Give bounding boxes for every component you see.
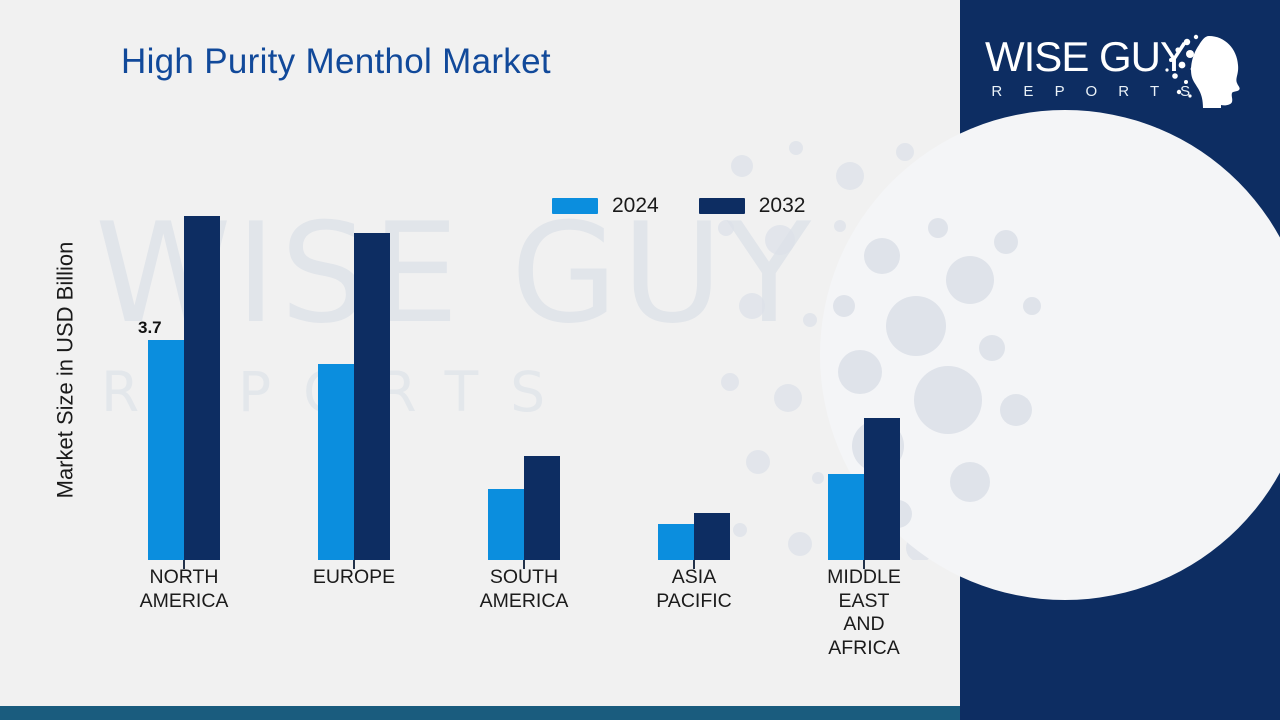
bar-group	[124, 180, 244, 569]
y-axis-title-text: Market Size in USD Billion	[52, 241, 77, 499]
legend-label-2024: 2024	[612, 194, 659, 217]
x-axis-label-line: SOUTH	[489, 566, 559, 588]
bar-2024[interactable]	[828, 473, 864, 560]
bar-2024[interactable]	[318, 364, 354, 560]
logo-wordmark: WISE GUY	[985, 33, 1188, 80]
legend-swatch-2032	[698, 198, 745, 214]
bar-2024[interactable]	[658, 524, 694, 560]
bar-pair	[804, 180, 924, 560]
axis-tick	[353, 560, 355, 569]
x-axis-labels: NORTH AMERICA EUROPE SOUTH AMERICA ASIA PACIFI…	[110, 566, 940, 676]
bar-pair	[124, 180, 244, 560]
axis-tick	[863, 560, 865, 569]
x-axis-label: MIDDLE EAST AND AFRICA	[794, 566, 934, 660]
bar-pair	[294, 180, 414, 560]
bar-group	[294, 180, 414, 569]
bar-pair	[464, 180, 584, 560]
footer-strip	[0, 706, 960, 720]
axis-tick	[523, 560, 525, 569]
bar-group	[634, 180, 754, 569]
legend-item-2032[interactable]: 2032	[698, 194, 806, 218]
x-axis-label-line: EUROPE	[312, 566, 396, 588]
chart-legend: 2024 2032	[552, 194, 805, 218]
x-axis-label-line: EAST	[838, 589, 890, 612]
x-axis-label: SOUTH AMERICA	[454, 566, 594, 613]
x-axis-label: EUROPE	[284, 566, 424, 590]
x-axis-label-line: AFRICA	[828, 636, 900, 659]
bar-group	[464, 180, 584, 569]
x-axis-label-line: AMERICA	[139, 589, 229, 612]
x-axis-label-line: AND	[843, 613, 885, 635]
legend-swatch-2024	[552, 198, 598, 214]
x-axis-label-line: PACIFIC	[656, 589, 732, 612]
bar-2032[interactable]	[354, 233, 390, 560]
page-title: High Purity Menthol Market	[121, 42, 551, 81]
bar-2032[interactable]	[184, 215, 220, 560]
x-axis-label-line: AMERICA	[479, 589, 569, 612]
x-axis-label: ASIA PACIFIC	[624, 566, 764, 613]
axis-tick	[693, 560, 695, 569]
bar-2024[interactable]	[488, 488, 524, 560]
axis-tick	[183, 560, 185, 569]
x-axis-label-line: MIDDLE	[827, 566, 901, 588]
legend-label-2032: 2032	[758, 194, 806, 217]
head-profile-icon	[1165, 34, 1240, 108]
x-axis-label-line: ASIA	[671, 566, 717, 588]
logo-subtitle: R E P O R T S	[991, 83, 1199, 100]
bar-2032[interactable]	[694, 512, 730, 560]
bar-2032[interactable]	[524, 456, 560, 560]
bar-group	[804, 180, 924, 569]
bar-2032[interactable]	[864, 417, 900, 560]
x-axis-label-line: NORTH	[149, 566, 219, 588]
bar-value-label: 3.7	[138, 318, 162, 338]
brand-logo: WISE GUY R E P O R T S	[985, 33, 1240, 114]
x-axis-label: NORTH AMERICA	[114, 566, 254, 613]
bar-pair	[634, 180, 754, 560]
y-axis-title: Market Size in USD Billion	[45, 180, 85, 560]
legend-item-2024[interactable]: 2024	[552, 194, 659, 218]
bar-2024[interactable]	[148, 340, 184, 560]
plot-area: 3.7	[110, 180, 940, 569]
